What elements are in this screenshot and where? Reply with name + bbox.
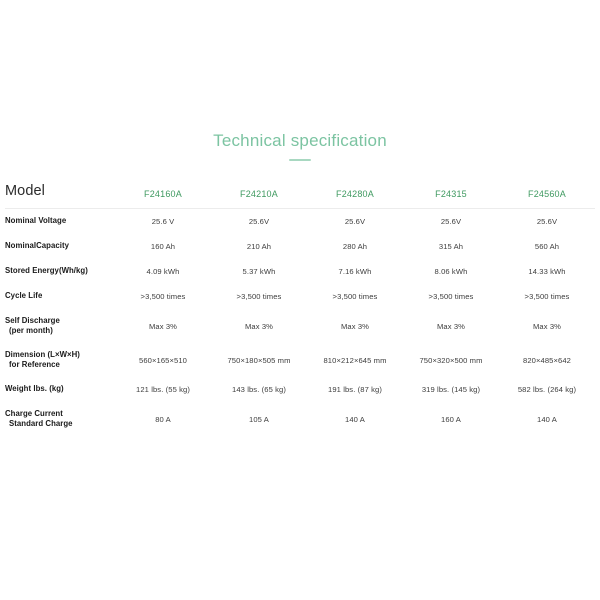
cell-nominal-voltage-f24160a: 25.6 V: [151, 217, 175, 226]
cell-dimension-l-w-h-f24210a: 750×180×505 mm: [227, 355, 291, 365]
model-header-label: Model: [5, 183, 115, 209]
row-label-stored-energy-wh-kg: Stored Energy(Wh/kg): [5, 259, 115, 284]
cell-nominalcapacity-f24210a: 210 Ah: [246, 242, 272, 251]
row-label-self-discharge: Self Discharge (per month): [5, 309, 115, 343]
row-label-line-1: Dimension (L×W×H): [5, 349, 80, 359]
row-label-line-1: Nominal Voltage: [5, 216, 67, 226]
row-label-nominal-voltage: Nominal Voltage: [5, 209, 115, 235]
specification-table: Model F24160A F24210A F24280A F24315 F24…: [5, 183, 595, 436]
cell-weight-lbs-kg-f24160a: 121 lbs. (55 kg): [136, 385, 190, 394]
row-label-nominalcapacity: NominalCapacity: [5, 234, 115, 259]
cell-charge-current-f24210a: 105 A: [249, 414, 269, 424]
row-label-dimension-l-w-h: Dimension (L×W×H) for Reference: [5, 343, 115, 377]
cell-cycle-life-f24280a: >3,500 times: [332, 292, 378, 301]
cell-charge-current-f24560a: 140 A: [537, 414, 557, 424]
cell-stored-energy-wh-kg-f24560a: 14.33 kWh: [528, 267, 566, 276]
cell-charge-current-f24160a: 80 A: [155, 414, 171, 424]
cell-weight-lbs-kg-f24315: 319 lbs. (145 kg): [421, 385, 481, 394]
row-label-cycle-life: Cycle Life: [5, 284, 115, 309]
row-label-line-1: Weight lbs. (kg): [5, 384, 64, 394]
cell-cycle-life-f24210a: >3,500 times: [236, 292, 282, 301]
cell-nominalcapacity-f24160a: 160 Ah: [150, 242, 176, 251]
cell-stored-energy-wh-kg-f24160a: 4.09 kWh: [146, 267, 180, 276]
row-label-line-1: Stored Energy(Wh/kg): [5, 266, 88, 276]
cell-self-discharge-f24280a: Max 3%: [340, 321, 370, 331]
model-header-f24210a: F24210A: [211, 183, 307, 209]
cell-self-discharge-f24210a: Max 3%: [244, 321, 274, 331]
table-row: Dimension (L×W×H) for Reference 560×165×51…: [5, 343, 595, 377]
row-label-line-1: Charge Current: [5, 408, 63, 418]
row-label-line-1: Cycle Life: [5, 291, 43, 301]
cell-nominalcapacity-f24280a: 280 Ah: [342, 242, 368, 251]
cell-dimension-l-w-h-f24280a: 810×212×645 mm: [323, 355, 387, 365]
table-row: Cycle Life >3,500 times >3,500 times >3,500…: [5, 284, 595, 309]
table-header: Model F24160A F24210A F24280A F24315 F24…: [5, 183, 595, 209]
model-header-f24160a: F24160A: [115, 183, 211, 209]
cell-dimension-l-w-h-f24160a: 560×165×510: [139, 355, 187, 365]
title-underline-accent: [289, 159, 311, 161]
row-label-weight-lbs-kg: Weight lbs. (kg): [5, 377, 115, 402]
cell-cycle-life-f24160a: >3,500 times: [140, 292, 186, 301]
row-label-line-1: NominalCapacity: [5, 241, 70, 251]
table-row: NominalCapacity 160 Ah 210 Ah 280 Ah 315 Ah 5…: [5, 234, 595, 259]
cell-self-discharge-f24315: Max 3%: [436, 321, 466, 331]
page-title: Technical specification: [213, 131, 387, 150]
cell-charge-current-f24280a: 140 A: [345, 414, 365, 424]
table-row: Charge Current Standard Charge 80 A 105 A 14…: [5, 402, 595, 436]
cell-nominal-voltage-f24560a: 25.6V: [536, 217, 558, 226]
cell-self-discharge-f24560a: Max 3%: [532, 321, 562, 331]
cell-nominalcapacity-f24560a: 560 Ah: [534, 242, 560, 251]
title-block: Technical specification: [0, 0, 600, 161]
cell-self-discharge-f24160a: Max 3%: [148, 321, 178, 331]
table-row: Self Discharge (per month) Max 3% Max 3% Max…: [5, 309, 595, 343]
cell-cycle-life-f24315: >3,500 times: [428, 292, 474, 301]
cell-nominal-voltage-f24315: 25.6V: [440, 217, 462, 226]
header-row: Model F24160A F24210A F24280A F24315 F24…: [5, 183, 595, 209]
table-row: Stored Energy(Wh/kg) 4.09 kWh 5.37 kWh 7.16…: [5, 259, 595, 284]
table-body: Nominal Voltage 25.6 V 25.6V 25.6V 25.6V 25.6…: [5, 209, 595, 437]
table-row: Weight lbs. (kg) 121 lbs. (55 kg) 143 lbs.…: [5, 377, 595, 402]
row-label-line-2: for Reference: [9, 360, 60, 369]
cell-weight-lbs-kg-f24560a: 582 lbs. (264 kg): [517, 385, 577, 394]
row-label-line-2: (per month): [9, 326, 53, 335]
row-label-charge-current: Charge Current Standard Charge: [5, 402, 115, 436]
cell-dimension-l-w-h-f24560a: 820×485×642: [523, 355, 571, 365]
cell-charge-current-f24315: 160 A: [441, 414, 461, 424]
row-label-line-2: Standard Charge: [9, 419, 73, 428]
cell-stored-energy-wh-kg-f24315: 8.06 kWh: [434, 267, 468, 276]
row-label-line-1: Self Discharge: [5, 315, 60, 325]
cell-weight-lbs-kg-f24210a: 143 lbs. (65 kg): [232, 385, 286, 394]
cell-weight-lbs-kg-f24280a: 191 lbs. (87 kg): [328, 385, 382, 394]
model-header-f24315: F24315: [403, 183, 499, 209]
model-header-f24280a: F24280A: [307, 183, 403, 209]
cell-nominal-voltage-f24280a: 25.6V: [344, 217, 366, 226]
cell-stored-energy-wh-kg-f24280a: 7.16 kWh: [338, 267, 372, 276]
cell-nominal-voltage-f24210a: 25.6V: [248, 217, 270, 226]
cell-nominalcapacity-f24315: 315 Ah: [438, 242, 464, 251]
cell-dimension-l-w-h-f24315: 750×320×500 mm: [419, 355, 483, 365]
table-row: Nominal Voltage 25.6 V 25.6V 25.6V 25.6V 25.6…: [5, 209, 595, 235]
model-header-f24560a: F24560A: [499, 183, 595, 209]
cell-cycle-life-f24560a: >3,500 times: [524, 292, 570, 301]
cell-stored-energy-wh-kg-f24210a: 5.37 kWh: [242, 267, 276, 276]
